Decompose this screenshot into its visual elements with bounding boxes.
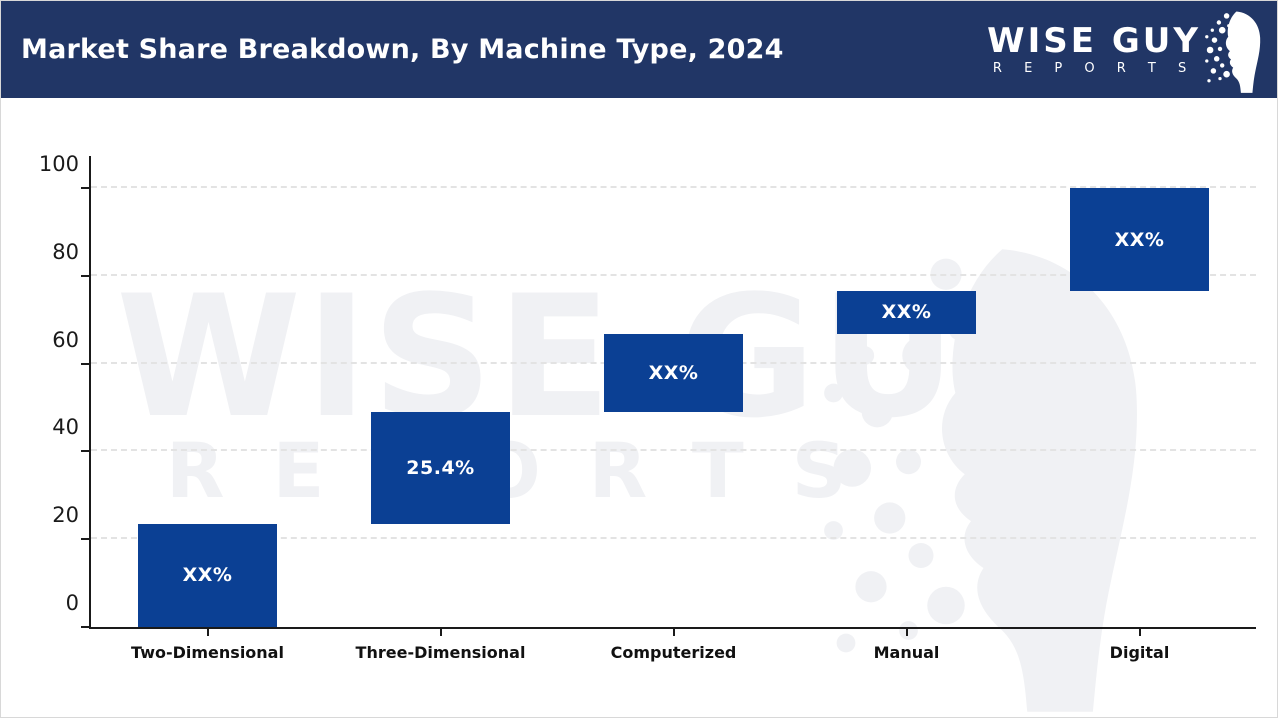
bar-value-label: XX% <box>648 361 699 384</box>
plot-area: 0 20 40 60 80 100 XX% Two-Dimensional 25.4% Three… <box>39 152 1256 662</box>
brand-logo-text: WISE GUY R E P O R T S <box>987 24 1201 76</box>
header-bar: Market Share Breakdown, By Machine Type,… <box>1 1 1277 98</box>
head-silhouette-icon <box>1205 11 1261 93</box>
y-tick-20 <box>81 538 89 541</box>
gridline-y-100 <box>91 186 1256 189</box>
x-category-label: Two-Dimensional <box>131 643 284 662</box>
bar-three-dimensional: 25.4% <box>370 412 511 524</box>
y-tick-label-40: 40 <box>52 415 79 440</box>
gridline-y-40 <box>91 449 1256 452</box>
y-tick-40 <box>81 450 89 453</box>
chart-title: Market Share Breakdown, By Machine Type,… <box>21 34 784 65</box>
bar-digital: XX% <box>1069 188 1210 291</box>
chart-area: WISE GUY REPORTS 0 20 40 60 80 1 <box>1 98 1280 719</box>
brand-name: WISE GUY <box>987 20 1201 61</box>
x-category-label: Computerized <box>610 643 737 662</box>
bar-value-label: XX% <box>881 301 932 324</box>
bar-manual: XX% <box>836 290 977 334</box>
y-tick-80 <box>81 274 89 277</box>
y-tick-label-20: 20 <box>52 503 79 528</box>
bar-value-label: XX% <box>1114 228 1165 251</box>
y-tick-100 <box>81 187 89 190</box>
y-tick-label-80: 80 <box>52 239 79 264</box>
brand-subtitle: R E P O R T S <box>992 60 1196 76</box>
brand-logo: WISE GUY R E P O R T S <box>987 6 1277 94</box>
x-tick-4 <box>1138 629 1141 636</box>
bar-value-label: 25.4% <box>406 457 475 480</box>
x-category-label: Three-Dimensional <box>355 643 526 662</box>
y-tick-0 <box>81 626 89 628</box>
x-tick-1 <box>439 629 442 636</box>
y-tick-label-100: 100 <box>38 152 79 177</box>
y-axis-line <box>89 156 91 629</box>
gridline-y-80 <box>91 273 1256 276</box>
x-axis-line <box>89 627 1256 629</box>
x-tick-2 <box>672 629 675 636</box>
y-tick-label-60: 60 <box>52 327 79 352</box>
x-category-label: Digital <box>1109 643 1170 662</box>
x-category-label: Manual <box>873 643 940 662</box>
x-tick-3 <box>905 629 908 636</box>
gridline-y-20 <box>91 537 1256 540</box>
bar-two-dimensional: XX% <box>137 523 278 627</box>
bar-value-label: XX% <box>182 564 233 587</box>
y-tick-label-0: 0 <box>65 591 79 615</box>
x-tick-0 <box>206 629 209 636</box>
bar-computerized: XX% <box>603 334 744 412</box>
y-tick-60 <box>81 362 89 365</box>
